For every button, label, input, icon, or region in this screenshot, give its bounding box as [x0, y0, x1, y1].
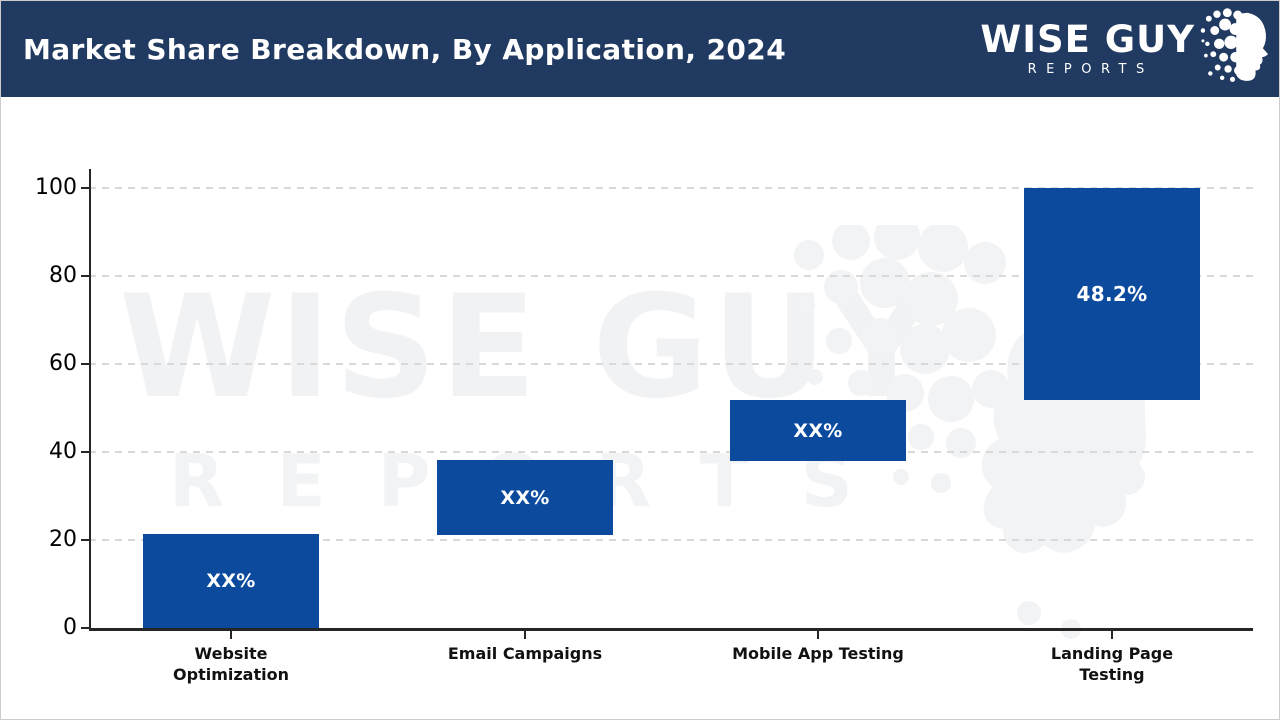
- bar-website-optimization: XX%: [143, 534, 319, 628]
- brand-subtitle: REPORTS: [1027, 61, 1154, 77]
- bar-mobile-app-testing: XX%: [730, 400, 906, 461]
- y-tick-label-0: 0: [63, 615, 77, 640]
- x-label-line: Website: [194, 644, 268, 663]
- x-axis-line: [89, 628, 1253, 631]
- x-label-landing-page-testing: Landing Page Testing: [1002, 643, 1222, 685]
- y-tick-label-40: 40: [49, 439, 77, 464]
- x-label-website-optimization: Website Optimization: [121, 643, 341, 685]
- bar-landing-page-testing: 48.2%: [1024, 188, 1200, 400]
- brand-name: WISE GUY: [980, 18, 1195, 62]
- bar-value-label: XX%: [793, 419, 843, 442]
- x-label-mobile-app-testing: Mobile App Testing: [708, 643, 928, 664]
- brand-logo-text: WISE GUY REPORTS: [980, 18, 1195, 77]
- x-label-line: Optimization: [173, 665, 289, 685]
- watermark-head-icon: [794, 225, 1146, 639]
- brand-head-icon: [1200, 8, 1269, 82]
- header-band: Market Share Breakdown, By Application, …: [1, 1, 1279, 97]
- bar-value-label: 48.2%: [1076, 282, 1148, 306]
- page-title: Market Share Breakdown, By Application, …: [23, 32, 787, 66]
- bar-email-campaigns: XX%: [437, 460, 613, 535]
- x-tick-mark: [230, 631, 232, 639]
- y-tick-mark: [81, 451, 89, 453]
- gridline-100: [89, 187, 1253, 189]
- gridline-20: [89, 539, 1253, 541]
- gridline-60: [89, 363, 1253, 365]
- x-label-line: Testing: [1079, 665, 1145, 685]
- gridline-80: [89, 275, 1253, 277]
- y-tick-mark: [81, 275, 89, 277]
- x-tick-mark: [1111, 631, 1113, 639]
- y-tick-label-20: 20: [49, 527, 77, 552]
- bar-value-label: XX%: [500, 486, 550, 509]
- y-tick-label-100: 100: [35, 175, 77, 200]
- chart-area: WISE GUY REPORTS: [1, 97, 1279, 719]
- gridline-40: [89, 451, 1253, 453]
- y-tick-mark: [81, 363, 89, 365]
- bar-value-label: XX%: [206, 570, 256, 592]
- x-label-line: Mobile App Testing: [732, 644, 904, 663]
- y-axis-line: [89, 169, 91, 630]
- x-label-line: Email Campaigns: [447, 644, 603, 663]
- y-tick-label-80: 80: [49, 263, 77, 288]
- x-label-email-campaigns: Email Campaigns: [415, 643, 635, 664]
- y-tick-mark: [81, 627, 89, 629]
- x-tick-mark: [817, 631, 819, 639]
- brand-logo: WISE GUY REPORTS: [980, 5, 1271, 93]
- x-label-line: Landing Page: [1050, 644, 1174, 663]
- x-tick-mark: [524, 631, 526, 639]
- y-tick-mark: [81, 187, 89, 189]
- y-tick-mark: [81, 539, 89, 541]
- y-tick-label-60: 60: [49, 351, 77, 376]
